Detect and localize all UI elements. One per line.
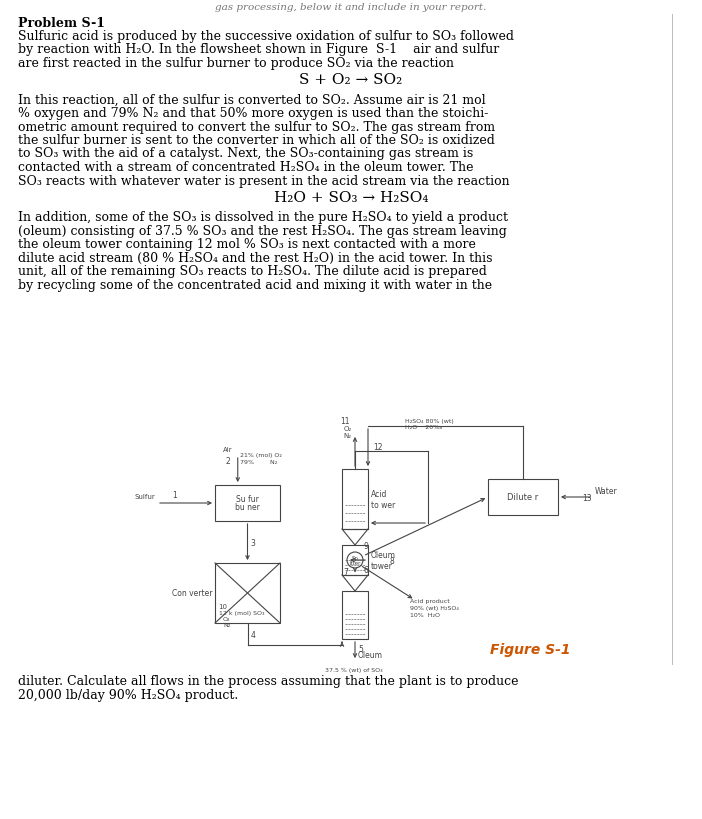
Text: unit, all of the remaining SO₃ reacts to H₂SO₄. The dilute acid is prepared: unit, all of the remaining SO₃ reacts to… [18,265,487,278]
Text: the oleum tower containing 12 mol % SO₃ is next contacted with a more: the oleum tower containing 12 mol % SO₃ … [18,238,476,251]
Text: Figure S-1: Figure S-1 [490,642,571,656]
Bar [215,563,280,623]
Text: (oleum) consisting of 37.5 % SO₃ and the rest H₂SO₄. The gas stream leaving: (oleum) consisting of 37.5 % SO₃ and the… [18,224,507,238]
Text: 21% (mol) O₂: 21% (mol) O₂ [240,452,282,458]
Text: 7: 7 [343,568,348,577]
Text: 90% (wt) H₂SO₄: 90% (wt) H₂SO₄ [410,605,459,610]
Text: contacted with a stream of concentrated H₂SO₄ in the oleum tower. The: contacted with a stream of concentrated … [18,161,474,174]
Text: are first reacted in the sulfur burner to produce SO₂ via the reaction: are first reacted in the sulfur burner t… [18,57,454,70]
Text: Water: Water [595,486,618,495]
Text: 37.5 % (wt) of SO₃: 37.5 % (wt) of SO₃ [325,667,383,672]
Text: 8: 8 [390,556,395,565]
Text: N₂: N₂ [344,432,352,438]
Text: 12: 12 [373,442,383,451]
Text: SO₃ reacts with whatever water is present in the acid stream via the reaction: SO₃ reacts with whatever water is presen… [18,174,510,188]
Text: Acid
to wer: Acid to wer [371,490,395,509]
Text: diluter. Calculate all flows in the process assuming that the plant is to produc: diluter. Calculate all flows in the proc… [18,674,519,687]
Text: gas processing, below it and include in your report.: gas processing, below it and include in … [216,3,486,12]
Text: Sulfuric acid is produced by the successive oxidation of sulfur to SO₃ followed: Sulfuric acid is produced by the success… [18,30,514,43]
Text: O₂: O₂ [223,616,230,622]
Text: 13: 13 [582,493,592,502]
Bar [488,479,558,515]
Text: Air: Air [223,446,233,452]
Text: N₂: N₂ [223,622,230,627]
Text: In addition, some of the SO₃ is dissolved in the pure H₂SO₄ to yield a product: In addition, some of the SO₃ is dissolve… [18,210,508,224]
Text: Sulfur: Sulfur [134,493,155,500]
Text: dilute acid stream (80 % H₂SO₄ and the rest H₂O) in the acid tower. In this: dilute acid stream (80 % H₂SO₄ and the r… [18,251,493,265]
Text: bu ner: bu ner [235,503,260,512]
Text: H₂O    20%s: H₂O 20%s [405,424,442,429]
Text: 9: 9 [363,541,368,550]
Text: % oxygen and 79% N₂ and that 50% more oxygen is used than the stoichi-: % oxygen and 79% N₂ and that 50% more ox… [18,106,489,120]
Text: Problem S-1: Problem S-1 [18,17,105,30]
Text: by reaction with H₂O. In the flowsheet shown in Figure  S-1    air and sulfur: by reaction with H₂O. In the flowsheet s… [18,43,499,57]
Text: Oleum: Oleum [358,650,383,659]
Text: the sulfur burner is sent to the converter in which all of the SO₂ is oxidized: the sulfur burner is sent to the convert… [18,133,495,147]
Text: 12 k (mol) SO₃: 12 k (mol) SO₃ [219,610,265,615]
Text: 4: 4 [251,631,256,640]
Bar [342,545,368,575]
Text: 20,000 lb/day 90% H₂SO₄ product.: 20,000 lb/day 90% H₂SO₄ product. [18,688,238,701]
Text: In this reaction, all of the sulfur is converted to SO₂. Assume air is 21 mol: In this reaction, all of the sulfur is c… [18,93,486,106]
Text: 2: 2 [225,456,230,465]
Text: 1: 1 [173,491,178,500]
Bar [342,591,368,639]
Text: 5: 5 [358,645,363,654]
Text: Oleum
tower: Oleum tower [371,550,396,570]
Text: by recycling some of the concentrated acid and mixing it with water in the: by recycling some of the concentrated ac… [18,278,492,291]
Text: Dilute r: Dilute r [508,493,538,502]
Text: ometric amount required to convert the sulfur to SO₂. The gas stream from: ometric amount required to convert the s… [18,120,495,133]
Text: S + O₂ → SO₂: S + O₂ → SO₂ [299,74,403,88]
Text: to SO₃ with the aid of a catalyst. Next, the SO₃-containing gas stream is: to SO₃ with the aid of a catalyst. Next,… [18,147,473,161]
Bar [342,469,368,529]
Text: Con verter: Con verter [173,589,213,598]
Text: H₂SO₄ 80% (wt): H₂SO₄ 80% (wt) [405,419,453,423]
Text: 10: 10 [218,604,227,609]
Text: 79%        N₂: 79% N₂ [240,459,277,464]
Text: 10%  H₂O: 10% H₂O [410,613,440,618]
Bar [215,486,280,522]
Text: Sp
itter: Sp itter [350,555,361,566]
Text: Su fur: Su fur [236,495,259,504]
Text: O₂: O₂ [344,426,352,432]
Text: 6: 6 [363,565,368,574]
Text: 11: 11 [340,417,350,426]
Text: Acid product: Acid product [410,598,450,604]
Text: 3: 3 [251,538,256,547]
Circle shape [347,552,363,568]
Text: H₂O + SO₃ → H₂SO₄: H₂O + SO₃ → H₂SO₄ [274,191,428,205]
